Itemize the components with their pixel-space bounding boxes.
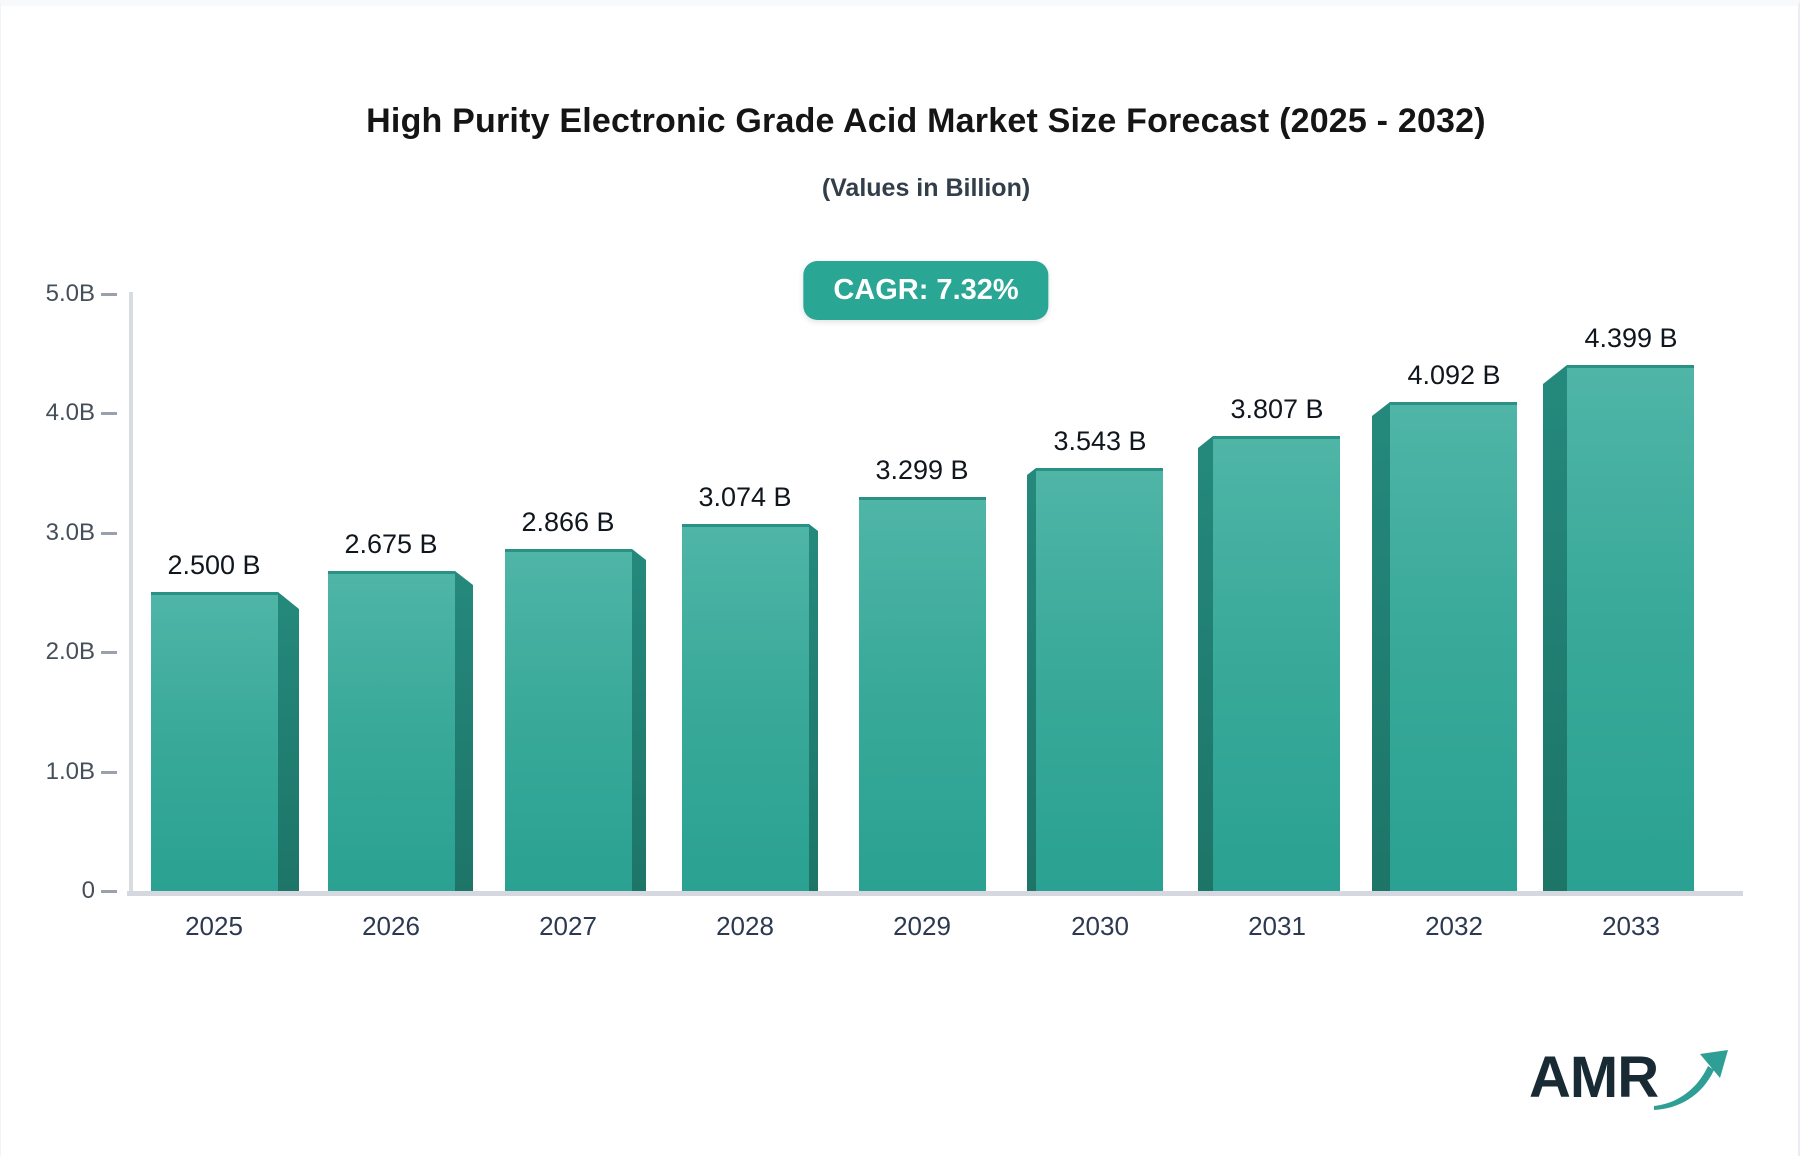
x-tick-label: 2026 xyxy=(362,911,420,941)
y-tick-label: 1.0B xyxy=(45,757,95,785)
bar-value-label: 4.399 B xyxy=(1584,323,1678,353)
x-tick-label: 2033 xyxy=(1602,911,1660,941)
x-tick-label: 2027 xyxy=(539,911,597,941)
bar-side-2027 xyxy=(632,549,646,891)
x-axis-baseline xyxy=(127,891,1743,896)
bar-2031 xyxy=(1213,436,1340,891)
x-tick-label: 2030 xyxy=(1071,911,1129,941)
x-tick-label: 2031 xyxy=(1248,911,1306,941)
bar-2030 xyxy=(1036,468,1163,891)
chart-subtitle: (Values in Billion) xyxy=(821,174,1031,202)
y-tick-dash xyxy=(101,292,117,296)
y-tick-dash xyxy=(101,531,117,535)
bar-side-2026 xyxy=(455,571,473,891)
y-axis-line xyxy=(129,292,133,895)
y-tick-dash xyxy=(101,890,117,893)
bar-2027 xyxy=(505,549,632,891)
y-tick-dash xyxy=(101,412,117,415)
bar-side-2025 xyxy=(278,592,299,891)
x-tick-label: 2025 xyxy=(185,911,243,941)
x-tick-label: 2028 xyxy=(716,911,774,941)
bar-side-2033 xyxy=(1543,365,1567,891)
bar-value-label: 3.299 B xyxy=(875,455,969,485)
y-tick-label: 5.0B xyxy=(45,279,95,307)
bar-2028 xyxy=(682,524,809,891)
brand-logo-text: AMR xyxy=(1529,1045,1659,1110)
y-tick-label: 4.0B xyxy=(45,399,95,426)
bar-side-2032 xyxy=(1372,402,1390,891)
x-tick-label: 2029 xyxy=(893,911,951,941)
y-tick-label: 0 xyxy=(81,877,95,904)
brand-logo: AMR xyxy=(1529,1044,1729,1124)
chart-title: High Purity Electronic Grade Acid Market… xyxy=(366,102,1486,140)
bar-value-label: 2.675 B xyxy=(344,529,438,559)
growth-arrow-icon xyxy=(1654,1050,1728,1110)
bar-side-2030 xyxy=(1027,468,1036,891)
bar-side-2028 xyxy=(809,524,818,891)
bar-2026 xyxy=(328,571,455,891)
bar-value-label: 3.543 B xyxy=(1053,426,1147,456)
bar-value-label: 2.500 B xyxy=(167,550,261,580)
bar-2029 xyxy=(859,497,986,891)
bar-value-label: 3.074 B xyxy=(698,482,792,512)
bar-value-label: 4.092 B xyxy=(1407,360,1501,390)
y-tick-dash xyxy=(101,770,117,774)
cagr-badge: CAGR: 7.32% xyxy=(803,261,1049,320)
y-tick-dash xyxy=(101,651,117,654)
bar-value-label: 2.866 B xyxy=(521,507,615,537)
y-tick-label: 2.0B xyxy=(45,638,95,665)
bar-value-label: 3.807 B xyxy=(1230,394,1324,424)
bar-2025 xyxy=(151,592,278,891)
bar-chart: 0 1.0B 2.0B 3.0B 4.0B 5.0B 2.500 B 2.675 B 2.86… xyxy=(1,6,1798,1156)
bar-2032 xyxy=(1390,402,1517,891)
y-tick-label: 3.0B xyxy=(45,518,95,546)
bar-2033 xyxy=(1567,365,1694,891)
x-tick-label: 2032 xyxy=(1425,911,1483,941)
bar-side-2031 xyxy=(1198,436,1213,891)
